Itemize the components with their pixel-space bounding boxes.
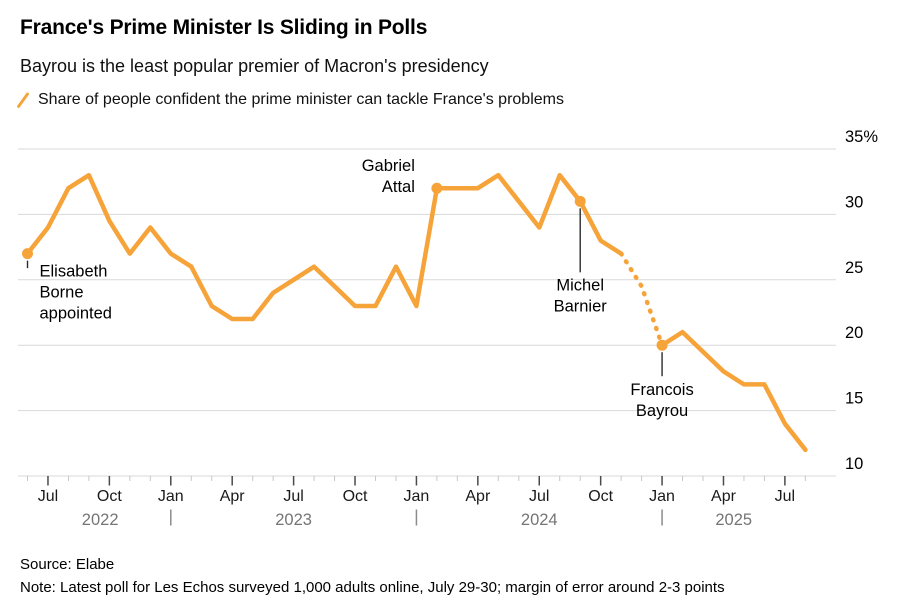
y-axis-label: 25 [845,259,863,277]
annotation-label: Gabriel [362,157,415,175]
event-dot [431,182,443,194]
event-dot [574,195,586,207]
annotation-label: Michel [556,276,604,294]
year-label: 2023 [275,511,312,529]
x-axis-label: Jul [283,488,303,505]
event-dot [22,248,33,260]
y-axis-label: 10 [845,455,863,473]
x-axis-label: Jan [158,488,184,505]
year-separator [415,509,418,526]
x-axis-label: Jan [404,488,430,505]
x-axis-label: Apr [465,488,491,505]
annotation-label: Francois [630,381,693,399]
y-axis-label: 20 [845,324,863,342]
annotation-label: Attal [382,178,415,196]
year-label: 2024 [521,511,558,529]
x-axis-label: Oct [97,488,122,505]
year-label: 2022 [82,511,119,529]
year-separator [661,509,663,526]
chart-subtitle: Bayrou is the least popular premier of M… [20,56,489,76]
x-axis-label: Jan [649,488,675,505]
line-series-icon [17,92,29,108]
x-axis-label: Jul [38,488,58,505]
x-axis-label: Apr [711,488,737,505]
poll-line-solid [659,329,808,453]
annotation-label: Borne [40,284,84,302]
source-note: Source: Elabe [20,556,115,573]
poll-line-solid [25,172,624,322]
poll-line-dashed [618,251,665,348]
x-axis-label: Apr [220,488,246,505]
x-axis-label: Oct [588,488,613,505]
x-axis-label: Oct [343,488,368,505]
annotation-label: Elisabeth [40,263,108,281]
annotation-label: Barnier [554,297,608,315]
annotation-label: Bayrou [636,402,688,420]
legend-label: Share of people confident the prime mini… [38,91,564,108]
year-label: 2025 [715,511,752,529]
annotation-label: appointed [40,305,113,323]
y-axis-label: 15 [845,390,863,408]
x-axis-label: Jul [529,488,549,505]
year-separator [170,509,172,526]
legend: Share of people confident the prime mini… [16,91,564,109]
x-axis-label: Jul [775,488,795,505]
y-axis-label: 30 [845,193,863,211]
event-dot [656,339,668,351]
page-title: France's Prime Minister Is Sliding in Po… [20,16,428,39]
y-axis-label: 35% [845,128,878,146]
methodology-note: Note: Latest poll for Les Echos surveyed… [20,579,725,596]
